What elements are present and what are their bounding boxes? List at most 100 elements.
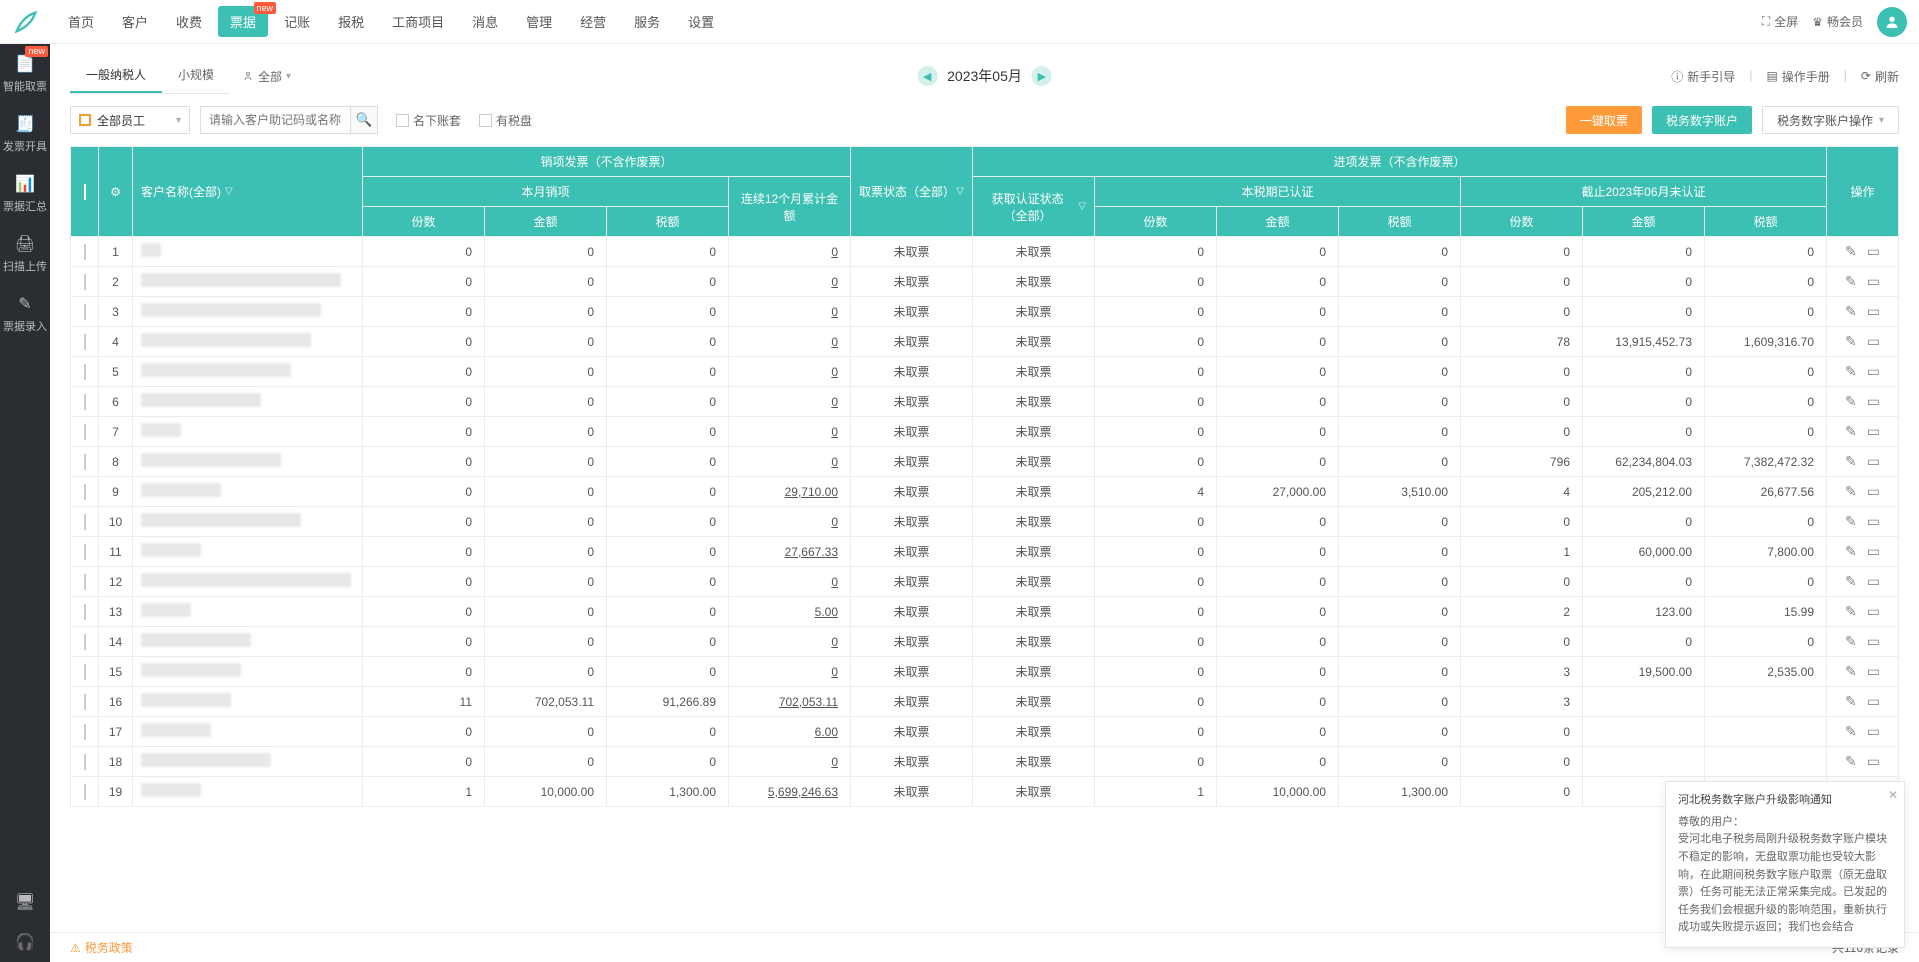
fullscreen-button[interactable]: ⛶ 全屏 xyxy=(1762,13,1798,30)
view-icon[interactable]: ▭ xyxy=(1867,453,1880,470)
tab-小规模[interactable]: 小规模 xyxy=(162,58,230,93)
edit-icon[interactable]: ✎ xyxy=(1845,333,1857,350)
edit-icon[interactable]: ✎ xyxy=(1845,753,1857,770)
edit-icon[interactable]: ✎ xyxy=(1845,363,1857,380)
view-icon[interactable]: ▭ xyxy=(1867,753,1880,770)
edit-icon[interactable]: ✎ xyxy=(1845,573,1857,590)
filter-icon[interactable]: ▽ xyxy=(956,186,964,197)
row-checkbox[interactable] xyxy=(84,574,86,590)
cumulative-link[interactable]: 6.00 xyxy=(815,725,838,739)
view-icon[interactable]: ▭ xyxy=(1867,543,1880,560)
row-checkbox[interactable] xyxy=(84,484,86,500)
view-icon[interactable]: ▭ xyxy=(1867,603,1880,620)
row-checkbox[interactable] xyxy=(84,274,86,290)
nav-工商项目[interactable]: 工商项目 xyxy=(380,6,456,37)
cumulative-link[interactable]: 5.00 xyxy=(815,605,838,619)
view-icon[interactable]: ▭ xyxy=(1867,273,1880,290)
cumulative-link[interactable]: 0 xyxy=(831,575,838,589)
nav-首页[interactable]: 首页 xyxy=(56,6,106,37)
cumulative-link[interactable]: 702,053.11 xyxy=(779,695,838,709)
edit-icon[interactable]: ✎ xyxy=(1845,633,1857,650)
nav-消息[interactable]: 消息 xyxy=(460,6,510,37)
view-icon[interactable]: ▭ xyxy=(1867,303,1880,320)
tax-policy-link[interactable]: ⚠ 税务政策 xyxy=(70,939,133,956)
digital-account-button[interactable]: 税务数字账户 xyxy=(1652,106,1752,134)
cumulative-link[interactable]: 0 xyxy=(831,455,838,469)
nav-报税[interactable]: 报税 xyxy=(326,6,376,37)
sidebar-monitor[interactable]: 🖥 xyxy=(0,882,50,922)
refresh-link[interactable]: ⟳ 刷新 xyxy=(1861,68,1899,85)
row-checkbox[interactable] xyxy=(84,244,86,260)
cumulative-link[interactable]: 0 xyxy=(831,395,838,409)
nav-服务[interactable]: 服务 xyxy=(622,6,672,37)
view-icon[interactable]: ▭ xyxy=(1867,483,1880,500)
sidebar-item-发票开具[interactable]: 🧾发票开具 xyxy=(0,104,50,164)
cumulative-link[interactable]: 29,710.00 xyxy=(785,485,838,499)
cumulative-link[interactable]: 0 xyxy=(831,365,838,379)
sidebar-item-扫描上传[interactable]: 🖨扫描上传 xyxy=(0,224,50,284)
edit-icon[interactable]: ✎ xyxy=(1845,273,1857,290)
edit-icon[interactable]: ✎ xyxy=(1845,393,1857,410)
member-button[interactable]: ♛ 畅会员 xyxy=(1812,13,1863,30)
edit-icon[interactable]: ✎ xyxy=(1845,603,1857,620)
sidebar-item-票据汇总[interactable]: 📊票据汇总 xyxy=(0,164,50,224)
nav-收费[interactable]: 收费 xyxy=(164,6,214,37)
view-icon[interactable]: ▭ xyxy=(1867,423,1880,440)
nav-设置[interactable]: 设置 xyxy=(676,6,726,37)
edit-icon[interactable]: ✎ xyxy=(1845,453,1857,470)
row-checkbox[interactable] xyxy=(84,634,86,650)
view-icon[interactable]: ▭ xyxy=(1867,243,1880,260)
edit-icon[interactable]: ✎ xyxy=(1845,723,1857,740)
row-checkbox[interactable] xyxy=(84,604,86,620)
employee-select[interactable]: 全部员工 ▾ xyxy=(70,106,190,134)
edit-icon[interactable]: ✎ xyxy=(1845,543,1857,560)
select-all-checkbox[interactable] xyxy=(84,184,86,200)
row-checkbox[interactable] xyxy=(84,454,86,470)
fetch-button[interactable]: 一键取票 xyxy=(1566,106,1642,134)
view-icon[interactable]: ▭ xyxy=(1867,573,1880,590)
view-icon[interactable]: ▭ xyxy=(1867,723,1880,740)
row-checkbox[interactable] xyxy=(84,544,86,560)
row-checkbox[interactable] xyxy=(84,724,86,740)
edit-icon[interactable]: ✎ xyxy=(1845,423,1857,440)
view-icon[interactable]: ▭ xyxy=(1867,363,1880,380)
tab-all[interactable]: 全部 ▾ xyxy=(230,60,303,93)
period-next[interactable]: ▶ xyxy=(1032,66,1052,86)
view-icon[interactable]: ▭ xyxy=(1867,693,1880,710)
row-checkbox[interactable] xyxy=(84,424,86,440)
search-button[interactable]: 🔍 xyxy=(350,106,378,134)
cumulative-link[interactable]: 0 xyxy=(831,335,838,349)
view-icon[interactable]: ▭ xyxy=(1867,393,1880,410)
nav-管理[interactable]: 管理 xyxy=(514,6,564,37)
cumulative-link[interactable]: 0 xyxy=(831,515,838,529)
row-checkbox[interactable] xyxy=(84,304,86,320)
filter-icon[interactable]: ▽ xyxy=(1078,201,1086,212)
settings-header[interactable]: ⚙ xyxy=(99,147,133,237)
view-icon[interactable]: ▭ xyxy=(1867,513,1880,530)
cumulative-link[interactable]: 27,667.33 xyxy=(785,545,838,559)
edit-icon[interactable]: ✎ xyxy=(1845,693,1857,710)
row-checkbox[interactable] xyxy=(84,364,86,380)
search-input[interactable] xyxy=(200,106,350,134)
manual-link[interactable]: ▤ 操作手册 xyxy=(1766,68,1829,85)
row-checkbox[interactable] xyxy=(84,514,86,530)
sidebar-item-票据录入[interactable]: ✎票据录入 xyxy=(0,284,50,344)
close-icon[interactable]: ✕ xyxy=(1888,786,1898,805)
nav-记账[interactable]: 记账 xyxy=(272,6,322,37)
edit-icon[interactable]: ✎ xyxy=(1845,663,1857,680)
row-checkbox[interactable] xyxy=(84,784,86,800)
cumulative-link[interactable]: 0 xyxy=(831,635,838,649)
tab-一般纳税人[interactable]: 一般纳税人 xyxy=(70,58,162,93)
nav-经营[interactable]: 经营 xyxy=(568,6,618,37)
under-account-checkbox[interactable]: 名下账套 xyxy=(396,112,461,129)
view-icon[interactable]: ▭ xyxy=(1867,333,1880,350)
cumulative-link[interactable]: 0 xyxy=(831,665,838,679)
row-checkbox[interactable] xyxy=(84,394,86,410)
edit-icon[interactable]: ✎ xyxy=(1845,243,1857,260)
guide-link[interactable]: ⓘ 新手引导 xyxy=(1671,68,1735,85)
cumulative-link[interactable]: 5,699,246.63 xyxy=(768,785,838,799)
view-icon[interactable]: ▭ xyxy=(1867,633,1880,650)
view-icon[interactable]: ▭ xyxy=(1867,663,1880,680)
cumulative-link[interactable]: 0 xyxy=(831,275,838,289)
cumulative-link[interactable]: 0 xyxy=(831,425,838,439)
